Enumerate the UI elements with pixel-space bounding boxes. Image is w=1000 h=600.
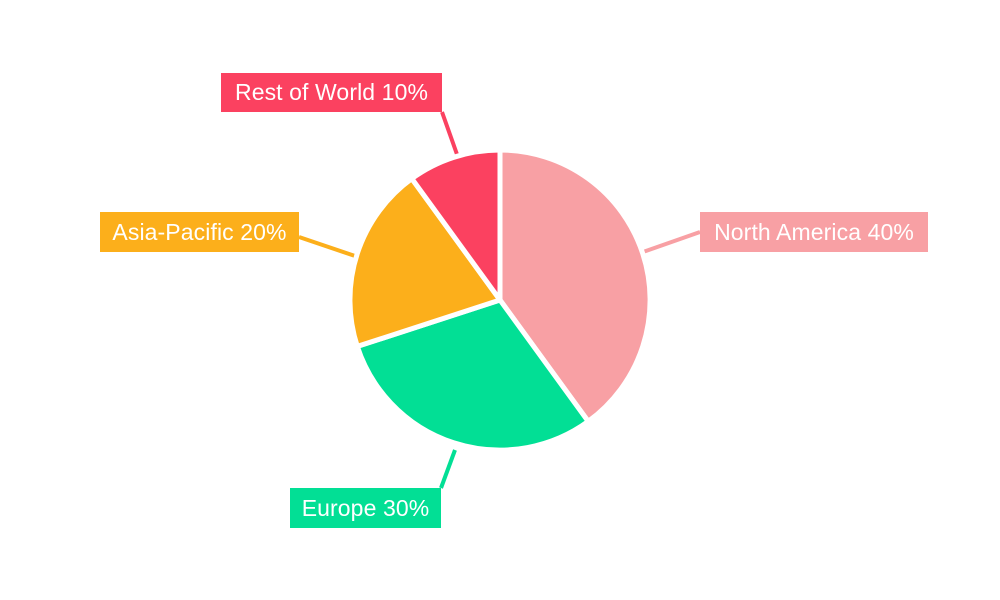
- pie-label-europe[interactable]: Europe 30%: [290, 488, 441, 528]
- pie-label-north-america[interactable]: North America 40%: [700, 212, 928, 252]
- pie-slice-north-america[interactable]: [497, 147, 653, 424]
- pie-slice-rest-of-world[interactable]: [409, 147, 503, 303]
- pie-slice-asia-pacific[interactable]: [347, 176, 503, 349]
- leader-line-asia-pacific: [298, 235, 359, 259]
- pie-label-europe-text: Europe 30%: [301, 494, 430, 521]
- pie-label-rest-of-world-text: Rest of World 10%: [234, 79, 429, 105]
- leader-line-europe: [439, 449, 457, 489]
- pie-slices: [347, 147, 653, 453]
- leader-lines: [298, 111, 701, 489]
- pie-label-asia-pacific-text: Asia-Pacific 20%: [112, 218, 287, 245]
- leader-line-north-america: [642, 230, 701, 254]
- pie-label-rest-of-world[interactable]: Rest of World 10%: [221, 73, 442, 112]
- leader-line-rest-of-world: [440, 111, 461, 161]
- pie-label-north-america-text: North America 40%: [714, 218, 914, 245]
- pie-slice-europe[interactable]: [354, 297, 591, 453]
- pie-label-asia-pacific[interactable]: Asia-Pacific 20%: [100, 212, 299, 252]
